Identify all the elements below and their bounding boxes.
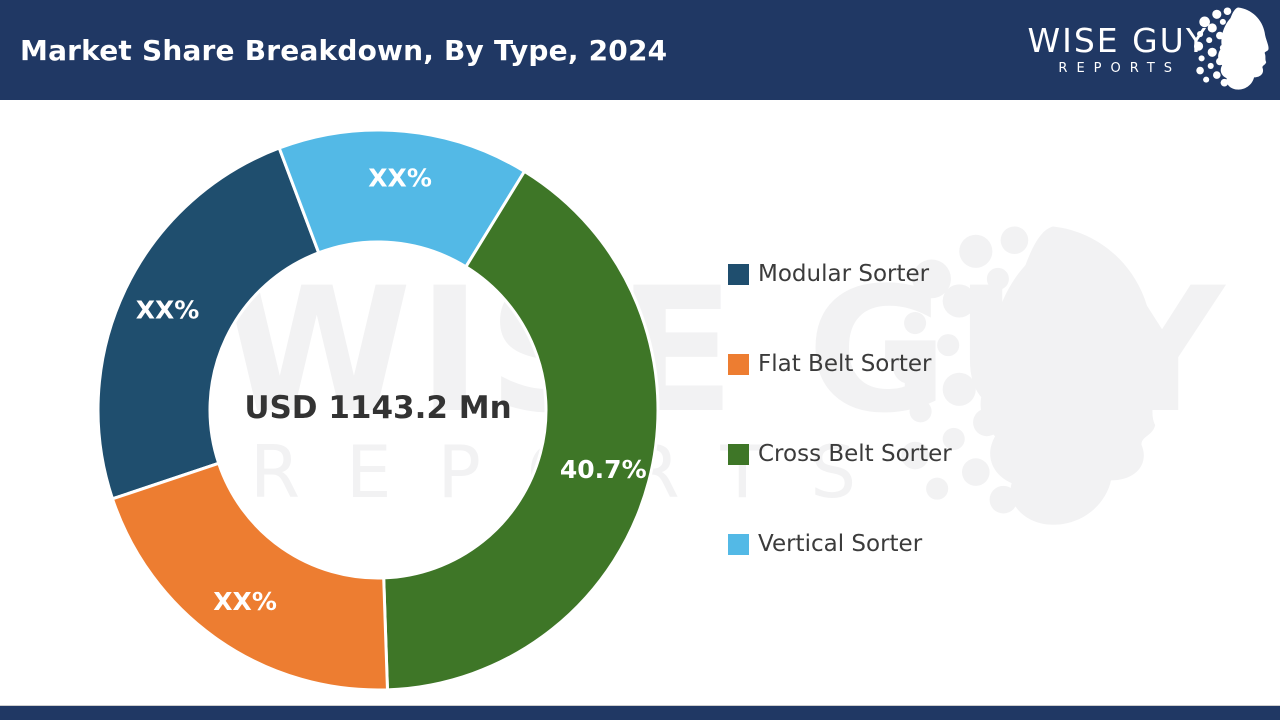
slice-value-label: XX% [368, 164, 432, 193]
legend-label: Vertical Sorter [758, 531, 923, 557]
chart-center-value: USD 1143.2 Mn [244, 390, 512, 426]
chart-legend: Modular Sorter Flat Belt Sorter Cross Belt… [728, 260, 952, 620]
legend-item: Vertical Sorter [728, 530, 952, 558]
header-bar: Market Share Breakdown, By Type, 2024 WI… [0, 0, 1280, 100]
legend-swatch [728, 443, 749, 465]
legend-swatch [728, 533, 749, 555]
donut-slice [277, 128, 526, 269]
legend-swatch [728, 263, 749, 285]
legend-item: Modular Sorter [728, 260, 952, 288]
brand-subtitle: REPORTS [1058, 61, 1182, 76]
legend-swatch [728, 353, 749, 375]
legend-item: Cross Belt Sorter [728, 440, 952, 468]
legend-item: Flat Belt Sorter [728, 350, 952, 378]
chart-area: WISE GUY REPORTS XX% XX% 40.7% XX% USD 1143… [0, 100, 1280, 705]
brand-logo-text: WISE GUY REPORTS [1027, 21, 1208, 77]
page-title: Market Share Breakdown, By Type, 2024 [20, 33, 668, 67]
legend-label: Modular Sorter [758, 261, 930, 287]
slice-value-label: XX% [136, 295, 200, 324]
brand-logo: WISE GUY REPORTS [1027, 5, 1270, 95]
slice-value-label: XX% [213, 587, 277, 616]
brand-name: WISE GUY [1027, 21, 1208, 60]
legend-label: Flat Belt Sorter [758, 351, 932, 377]
legend-label: Cross Belt Sorter [758, 441, 952, 467]
footer-bar [0, 705, 1280, 720]
brand-face-icon [1194, 7, 1269, 90]
